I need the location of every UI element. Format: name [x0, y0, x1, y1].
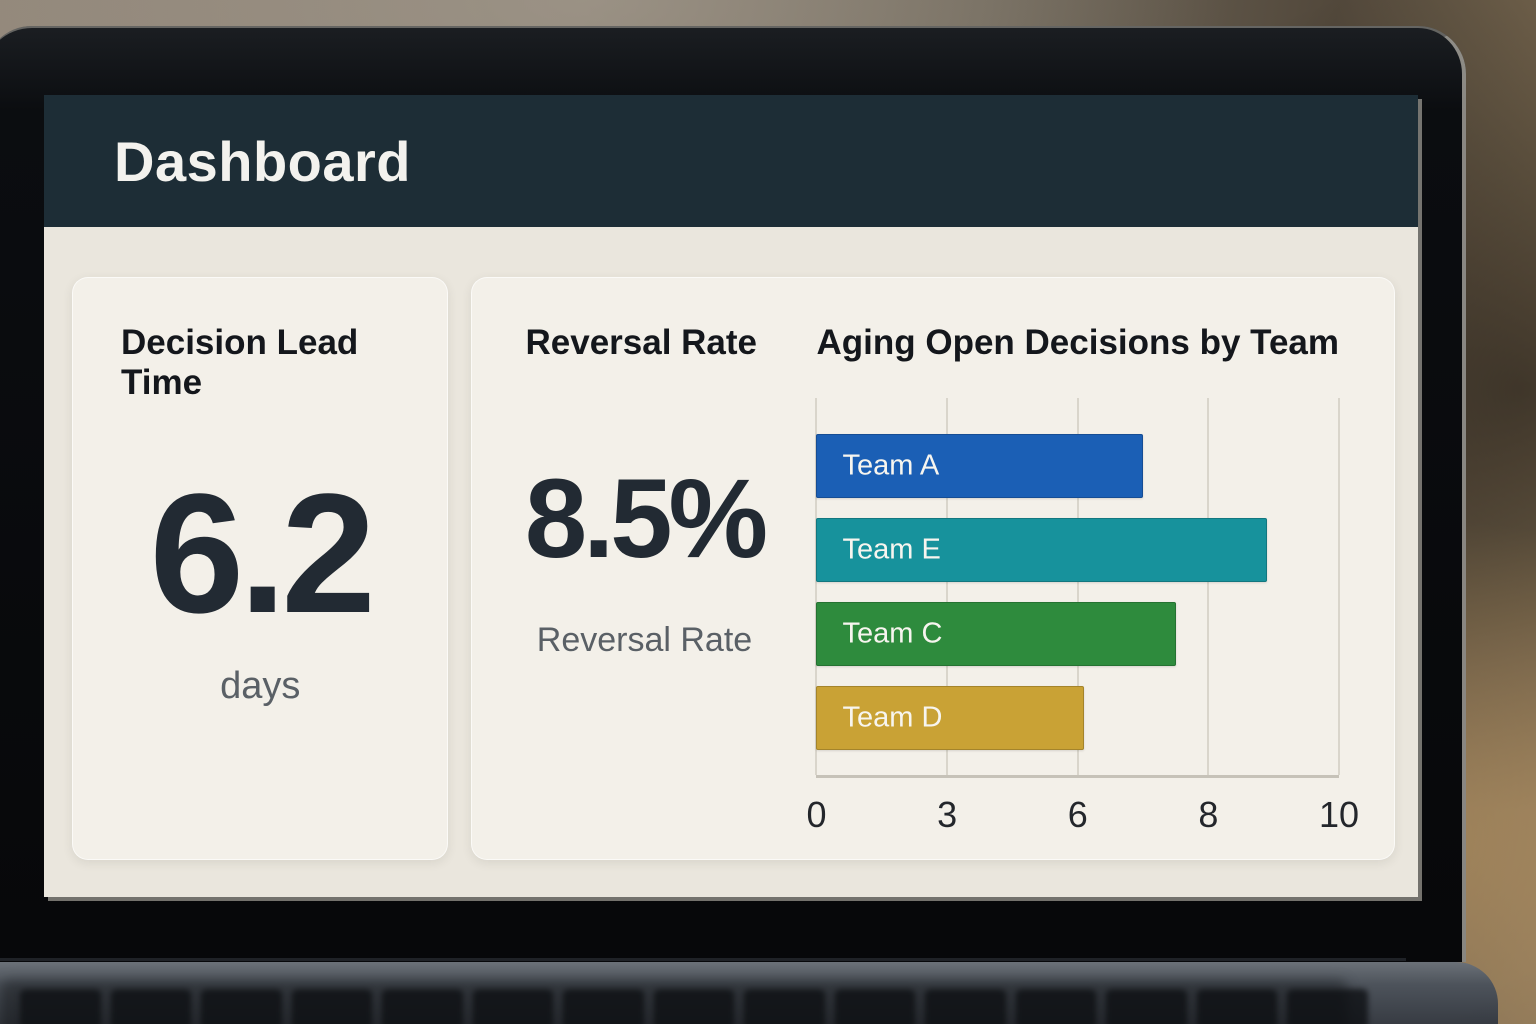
x-tick-label: 3: [937, 794, 958, 835]
keyboard-key: [291, 988, 373, 1024]
keyboard-key: [744, 988, 825, 1024]
keyboard-key: [925, 988, 1006, 1024]
aging-decisions-chart: Aging Open Decisions by Team Team A Team …: [806, 323, 1394, 859]
reversal-rate-value: 8.5%: [524, 456, 768, 581]
keyboard-key: [1287, 988, 1368, 1024]
x-axis-tick-labels: 0 3 6 8 10: [806, 794, 1359, 842]
lead-time-card-title: Decision Lead Time: [121, 323, 359, 402]
bar-category-label: Team A: [842, 449, 940, 482]
gridline: [946, 398, 949, 775]
laptop-screen: Dashboard Decision Lead Time 6.2 days Re…: [44, 95, 1418, 897]
gridline: [815, 398, 818, 775]
keyboard-key: [834, 988, 916, 1024]
bar-plot: Team A Team E Team C Team D: [815, 398, 1340, 778]
gridline: [1338, 398, 1340, 775]
keyboard-key: [472, 988, 554, 1024]
reversal-rate-title: Reversal Rate: [525, 323, 758, 362]
x-tick-label: 6: [1067, 794, 1088, 835]
gridline: [1207, 398, 1210, 775]
keyboard-key: [563, 988, 644, 1024]
bar-category-label: Team E: [842, 533, 941, 566]
x-tick-label: 0: [806, 794, 827, 835]
x-tick-label: 10: [1318, 794, 1360, 835]
chart-title: Aging Open Decisions by Team: [816, 323, 1339, 362]
reversal-rate-card: Reversal Rate 8.5% Reversal Rate Aging O…: [471, 277, 1395, 860]
gridline: [1076, 398, 1079, 775]
lead-time-unit: days: [220, 665, 301, 707]
keyboard-keys: [20, 988, 1368, 1024]
app-header: Dashboard: [44, 95, 1418, 227]
keyboard-key: [1106, 988, 1187, 1024]
dashboard-body: Decision Lead Time 6.2 days Reversal Rat…: [44, 227, 1418, 897]
keyboard-key: [110, 988, 192, 1024]
reversal-rate-subtitle: Reversal Rate: [536, 621, 753, 659]
lead-time-value: 6.2: [149, 459, 376, 649]
keyboard-key: [382, 988, 463, 1024]
keyboard-key: [1015, 988, 1097, 1024]
keyboard-key: [201, 988, 282, 1024]
keyboard-key: [20, 988, 101, 1024]
bar-team-d[interactable]: Team D: [816, 686, 1085, 750]
bar-group: Team A Team E Team C Team D: [816, 398, 1339, 775]
bar-category-label: Team C: [842, 617, 943, 650]
lead-time-card: Decision Lead Time 6.2 days: [72, 277, 449, 860]
bar-team-c[interactable]: Team C: [816, 602, 1176, 666]
bar-category-label: Team D: [842, 701, 943, 734]
laptop-keyboard-deck: [0, 962, 1498, 1024]
keyboard-key: [1196, 988, 1278, 1024]
bar-team-a[interactable]: Team A: [816, 434, 1144, 498]
keyboard-key: [653, 988, 735, 1024]
reversal-rate-kpi: Reversal Rate 8.5% Reversal Rate: [472, 323, 816, 859]
x-tick-label: 8: [1198, 794, 1219, 835]
page-title: Dashboard: [114, 129, 411, 193]
bar-team-e[interactable]: Team E: [816, 518, 1268, 582]
lid-bottom-edge: [0, 958, 1406, 961]
